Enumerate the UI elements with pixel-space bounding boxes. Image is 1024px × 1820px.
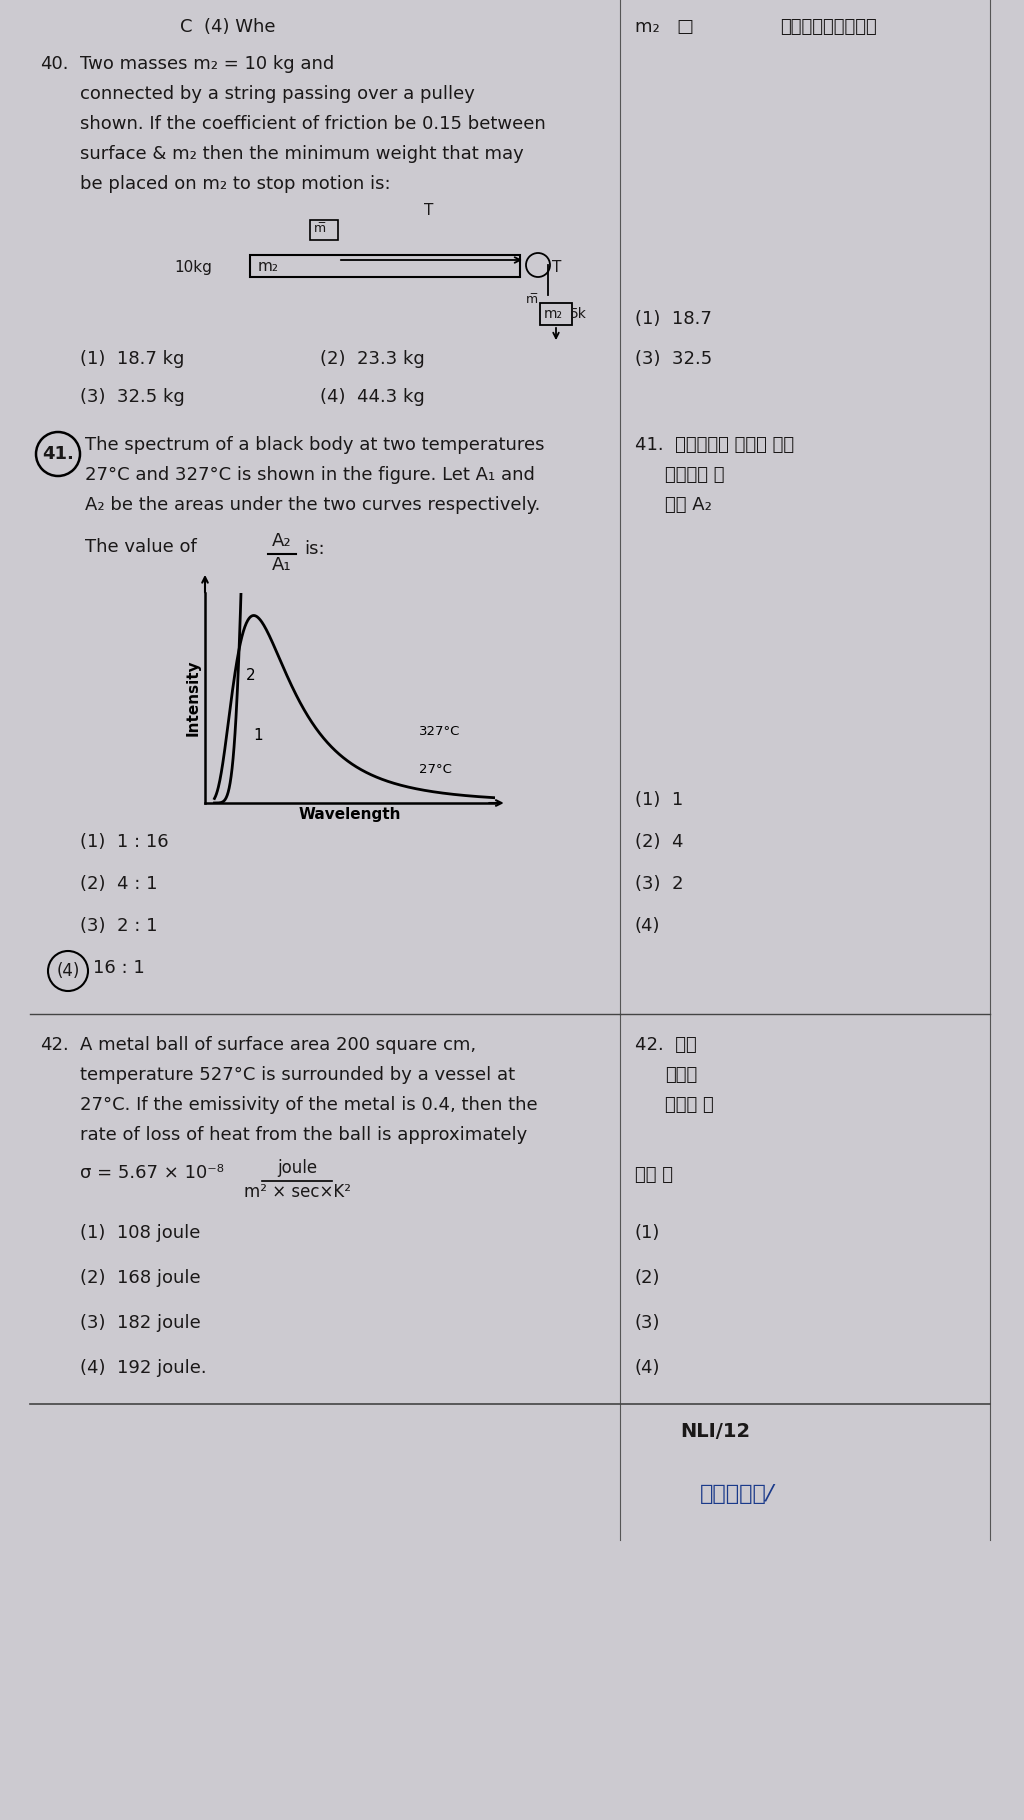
Text: m² × sec×K²: m² × sec×K² bbox=[244, 1183, 350, 1201]
Text: New Light Ins.: New Light Ins. bbox=[370, 682, 429, 788]
Text: और A₂: और A₂ bbox=[665, 497, 712, 513]
Text: (2)  168 joule: (2) 168 joule bbox=[80, 1269, 201, 1287]
Text: A₂: A₂ bbox=[272, 531, 292, 550]
Text: 42.: 42. bbox=[40, 1036, 69, 1054]
Text: 2: 2 bbox=[246, 668, 255, 682]
Text: (4): (4) bbox=[56, 963, 80, 979]
Text: 27°C: 27°C bbox=[420, 763, 453, 775]
Text: (3): (3) bbox=[635, 1314, 660, 1332]
Text: shown. If the coefficient of friction be 0.15 between: shown. If the coefficient of friction be… bbox=[80, 115, 546, 133]
Text: rate of loss of heat from the ball is approximately: rate of loss of heat from the ball is ap… bbox=[80, 1127, 527, 1145]
Text: The spectrum of a black body at two temperatures: The spectrum of a black body at two temp… bbox=[85, 437, 545, 453]
Text: be placed on m₂ to stop motion is:: be placed on m₂ to stop motion is: bbox=[80, 175, 390, 193]
Text: NLI/12: NLI/12 bbox=[680, 1421, 751, 1441]
Text: (2)  4: (2) 4 bbox=[635, 834, 683, 852]
Text: A metal ball of surface area 200 square cm,: A metal ball of surface area 200 square … bbox=[80, 1036, 476, 1054]
Text: तथा: तथा bbox=[665, 1067, 697, 1085]
Text: 40.: 40. bbox=[40, 55, 69, 73]
Text: temperature 527°C is surrounded by a vessel at: temperature 527°C is surrounded by a ves… bbox=[80, 1067, 515, 1085]
Text: (4)  192 joule.: (4) 192 joule. bbox=[80, 1360, 207, 1378]
Text: σ = 5.67 × 10⁻⁸: σ = 5.67 × 10⁻⁸ bbox=[80, 1165, 224, 1181]
Text: (4): (4) bbox=[635, 917, 660, 935]
Text: is:: is: bbox=[304, 541, 325, 559]
Text: C  (4) Whe: C (4) Whe bbox=[180, 18, 275, 36]
Bar bbox=[540, 302, 572, 326]
Text: ल्याो/: ल्याो/ bbox=[700, 1483, 774, 1503]
Text: (1)  108 joule: (1) 108 joule bbox=[80, 1225, 201, 1241]
Text: (2)  4 : 1: (2) 4 : 1 bbox=[80, 875, 158, 894]
Text: (3)  2 : 1: (3) 2 : 1 bbox=[80, 917, 158, 935]
Text: 16 : 1: 16 : 1 bbox=[93, 959, 144, 977]
Text: है। य: है। य bbox=[665, 1096, 714, 1114]
Text: 5k: 5k bbox=[570, 308, 587, 320]
Text: m̅: m̅ bbox=[314, 222, 326, 235]
Text: द्रव्यमान: द्रव्यमान bbox=[780, 18, 877, 36]
Text: 41.  चित्र में फि: 41. चित्र में फि bbox=[635, 437, 795, 453]
Text: (1)  18.7: (1) 18.7 bbox=[635, 309, 712, 328]
Text: surface & m₂ then the minimum weight that may: surface & m₂ then the minimum weight tha… bbox=[80, 146, 523, 164]
Text: (1)  1: (1) 1 bbox=[635, 792, 683, 810]
Text: (4): (4) bbox=[635, 1360, 660, 1378]
Y-axis label: Intensity: Intensity bbox=[185, 659, 201, 737]
Text: 27°C. If the emissivity of the metal is 0.4, then the: 27°C. If the emissivity of the metal is … bbox=[80, 1096, 538, 1114]
Text: 42.  एक: 42. एक bbox=[635, 1036, 696, 1054]
X-axis label: Wavelength: Wavelength bbox=[299, 806, 401, 823]
Text: (1)  18.7 kg: (1) 18.7 kg bbox=[80, 349, 184, 368]
Text: m̅: m̅ bbox=[526, 293, 539, 306]
Bar bbox=[250, 255, 520, 277]
Text: (3)  182 joule: (3) 182 joule bbox=[80, 1314, 201, 1332]
Text: T: T bbox=[552, 260, 561, 275]
Text: 41.: 41. bbox=[42, 446, 74, 462]
Text: (3)  32.5: (3) 32.5 bbox=[635, 349, 713, 368]
Text: (3)  32.5 kg: (3) 32.5 kg bbox=[80, 388, 184, 406]
Text: 27°C and 327°C is shown in the figure. Let A₁ and: 27°C and 327°C is shown in the figure. L… bbox=[85, 466, 535, 484]
Text: (3)  2: (3) 2 bbox=[635, 875, 683, 894]
Text: (2): (2) bbox=[635, 1269, 660, 1287]
Text: A₁: A₁ bbox=[272, 555, 292, 573]
Text: 10kg: 10kg bbox=[174, 260, 212, 275]
Text: 1: 1 bbox=[254, 728, 263, 743]
Text: m₂   □: m₂ □ bbox=[635, 18, 694, 36]
Text: T: T bbox=[424, 204, 434, 218]
Text: 327°C: 327°C bbox=[420, 724, 461, 739]
Text: m₂: m₂ bbox=[544, 308, 563, 320]
Text: joule: joule bbox=[276, 1159, 317, 1178]
Text: उनके क: उनके क bbox=[665, 466, 725, 484]
Text: A₂ be the areas under the two curves respectively.: A₂ be the areas under the two curves res… bbox=[85, 497, 541, 513]
Text: m₂: m₂ bbox=[258, 258, 279, 275]
Text: The value of: The value of bbox=[85, 539, 197, 555]
Text: दर र: दर र bbox=[635, 1167, 673, 1185]
Text: (2)  23.3 kg: (2) 23.3 kg bbox=[319, 349, 425, 368]
Bar bbox=[310, 220, 338, 240]
Text: Two masses m₂ = 10 kg and: Two masses m₂ = 10 kg and bbox=[80, 55, 334, 73]
Text: (4)  44.3 kg: (4) 44.3 kg bbox=[319, 388, 425, 406]
Text: connected by a string passing over a pulley: connected by a string passing over a pul… bbox=[80, 86, 475, 104]
Text: (1)  1 : 16: (1) 1 : 16 bbox=[80, 834, 169, 852]
Text: (1): (1) bbox=[635, 1225, 660, 1241]
